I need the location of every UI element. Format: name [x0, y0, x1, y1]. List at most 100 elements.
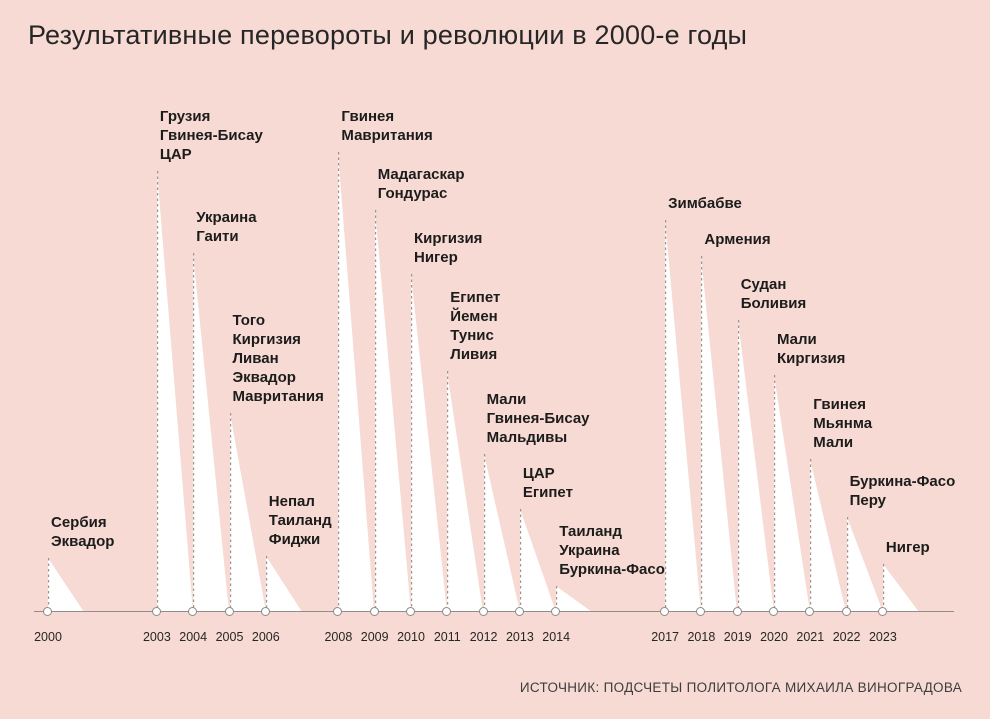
spike-shape — [193, 253, 230, 612]
country-label: Гвинея — [341, 108, 395, 125]
spike-2000 — [48, 558, 84, 612]
spike-2013 — [519, 509, 556, 612]
spike-countries-2000: Сербия Эквадор — [51, 513, 114, 551]
year-label-2006: 2006 — [251, 630, 280, 644]
year-label-2000: 2000 — [34, 630, 62, 644]
country-label: Таиланд — [559, 523, 622, 540]
country-label: Мадагаскар — [377, 166, 465, 183]
spike-countries-2013: ЦАР Египет — [523, 464, 573, 502]
country-label: ЦАР — [159, 146, 192, 163]
spike-countries-2003: Грузия Гвинея-Бисау ЦАР — [160, 107, 263, 164]
spike-shape — [411, 274, 447, 612]
spike-countries-2005: Того Киргизия Ливан Эквадор Мавритания — [233, 311, 324, 406]
spike-shape — [665, 220, 702, 612]
spike-shape — [882, 564, 919, 612]
country-label: Йемен — [450, 308, 498, 325]
spike-2023 — [882, 564, 919, 612]
spike-countries-2009: Мадагаскар Гондурас — [378, 165, 465, 203]
year-label-2020: 2020 — [760, 630, 788, 644]
country-label: Буркина-Фасо — [849, 473, 956, 490]
year-label-2004: 2004 — [179, 630, 208, 644]
country-label: Мали — [486, 391, 527, 408]
spike-2021 — [810, 459, 847, 612]
spike-shape — [48, 558, 84, 612]
country-label: Непал — [268, 493, 315, 510]
year-label-2012: 2012 — [469, 630, 498, 644]
spike-shape — [774, 375, 810, 612]
country-label: Боливия — [740, 295, 807, 312]
spike-shape — [556, 586, 593, 612]
country-label: Киргизия — [414, 230, 483, 247]
year-label-2022: 2022 — [832, 630, 861, 644]
spike-2010 — [411, 274, 447, 612]
country-label: Сербия — [51, 514, 107, 531]
country-label: Египет — [450, 289, 501, 306]
year-label-2013: 2013 — [505, 630, 534, 644]
country-label: Эквадор — [232, 369, 296, 386]
country-label: Мавритания — [341, 127, 433, 144]
spike-countries-2019: Судан Боливия — [741, 275, 807, 313]
source-credit: ИСТОЧНИК: ПОДСЧЕТЫ ПОЛИТОЛОГА МИХАИЛА ВИ… — [519, 680, 962, 695]
country-label: Мьянма — [813, 415, 873, 432]
country-label: Мали — [813, 434, 854, 451]
chart-title: Результативные перевороты и революции в … — [28, 20, 748, 50]
year-label-2003: 2003 — [142, 630, 171, 644]
spike-countries-2011: Египет Йемен Тунис Ливия — [450, 288, 500, 364]
country-label: Грузия — [159, 108, 211, 125]
spike-countries-2004: Украина Гаити — [196, 208, 256, 246]
spike-shape — [156, 171, 193, 612]
year-label-2014: 2014 — [542, 630, 571, 644]
country-label: Мали — [777, 331, 817, 348]
spike-2006 — [265, 556, 302, 612]
spike-2005 — [229, 413, 266, 612]
country-label: Таиланд — [268, 512, 332, 529]
country-label: Украина — [196, 209, 257, 226]
year-label-2023: 2023 — [868, 630, 897, 644]
spike-shape — [338, 152, 375, 612]
spike-countries-2020: Мали Киргизия — [777, 330, 845, 368]
year-label-2008: 2008 — [324, 630, 353, 644]
country-label: Гвинея-Бисау — [159, 127, 263, 144]
country-label: Гвинея — [813, 396, 867, 413]
spike-2003 — [156, 171, 193, 612]
spike-2004 — [193, 253, 230, 612]
year-label-2019: 2019 — [723, 630, 752, 644]
country-label: Того — [232, 312, 266, 329]
spike-countries-2006: Непал Таиланд Фиджи — [269, 492, 332, 549]
country-label: Буркина-Фасо — [559, 561, 665, 578]
year-label-2005: 2005 — [215, 630, 244, 644]
spike-2014 — [556, 586, 593, 612]
country-label: Ливия — [450, 346, 498, 363]
spike-shape — [447, 371, 484, 612]
spike-shape — [229, 413, 266, 612]
spike-countries-2012: Мали Гвинея-Бисау Мальдивы — [487, 390, 590, 447]
spike-countries-2010: Киргизия Нигер — [414, 229, 482, 267]
country-label: Мавритания — [232, 388, 324, 405]
year-label-2017: 2017 — [651, 630, 679, 644]
spike-2008 — [338, 152, 375, 612]
spike-shape — [519, 509, 556, 612]
spike-countries-2021: Гвинея Мьянма Мали — [813, 395, 872, 452]
spike-shape — [810, 459, 847, 612]
year-label-2018: 2018 — [687, 630, 716, 644]
year-label-2021: 2021 — [796, 630, 825, 644]
year-label-2010: 2010 — [397, 630, 425, 644]
country-label: Нигер — [885, 539, 930, 556]
country-label: Киргизия — [232, 331, 301, 348]
country-label: Гвинея-Бисау — [486, 410, 590, 427]
country-label: Тунис — [450, 327, 494, 344]
spike-2012 — [483, 454, 520, 612]
country-label: ЦАР — [522, 465, 555, 482]
country-label: Судан — [740, 276, 787, 293]
country-label: Зимбабве — [668, 195, 742, 212]
country-label: Гаити — [196, 228, 239, 245]
spike-2020 — [774, 375, 810, 612]
spike-2019 — [737, 320, 774, 612]
country-label: Ливан — [232, 350, 279, 367]
country-label: Украина — [559, 542, 620, 559]
spike-shape — [701, 256, 738, 612]
country-label: Египет — [522, 484, 573, 501]
spike-shape — [737, 320, 774, 612]
spike-countries-2008: Гвинея Мавритания — [341, 107, 432, 145]
country-label: Перу — [849, 492, 887, 509]
